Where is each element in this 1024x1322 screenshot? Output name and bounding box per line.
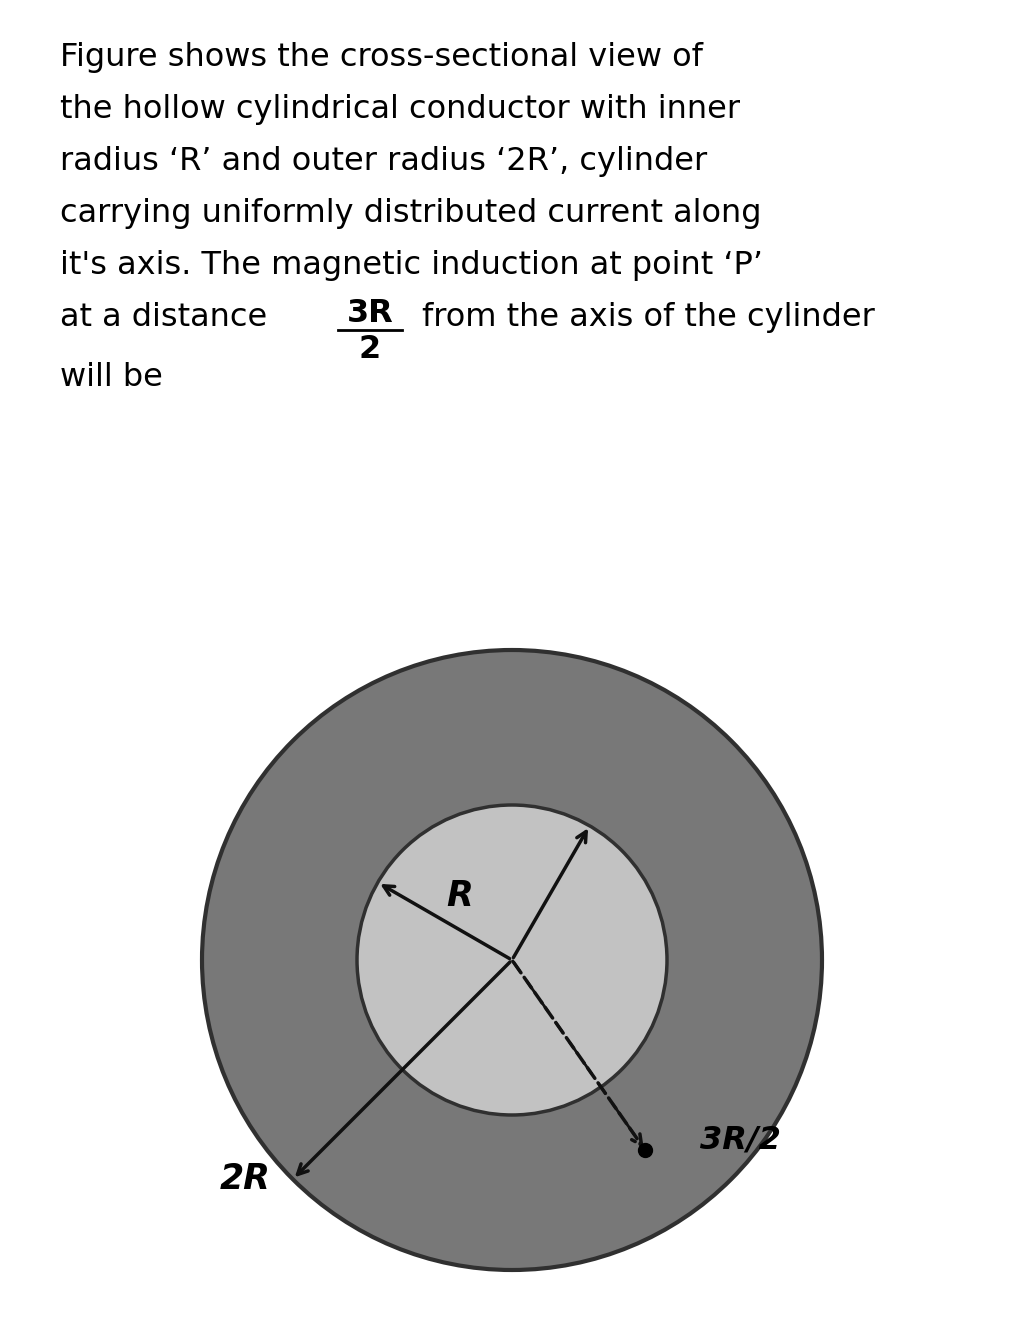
Text: 3R/2: 3R/2 [700, 1125, 781, 1155]
Circle shape [357, 805, 667, 1114]
Text: the hollow cylindrical conductor with inner: the hollow cylindrical conductor with in… [60, 94, 740, 126]
Text: R: R [446, 879, 473, 914]
Text: 2: 2 [358, 334, 381, 365]
Text: will be: will be [60, 362, 163, 393]
Circle shape [202, 650, 822, 1270]
Text: at a distance: at a distance [60, 301, 267, 333]
Text: carrying uniformly distributed current along: carrying uniformly distributed current a… [60, 198, 762, 229]
Text: 3R: 3R [347, 297, 393, 329]
Text: radius ‘R’ and outer radius ‘2R’, cylinder: radius ‘R’ and outer radius ‘2R’, cylind… [60, 145, 708, 177]
Text: Figure shows the cross-sectional view of: Figure shows the cross-sectional view of [60, 42, 702, 73]
Text: from the axis of the cylinder: from the axis of the cylinder [422, 301, 874, 333]
Text: 2R: 2R [219, 1162, 270, 1196]
Text: it's axis. The magnetic induction at point ‘P’: it's axis. The magnetic induction at poi… [60, 250, 763, 282]
